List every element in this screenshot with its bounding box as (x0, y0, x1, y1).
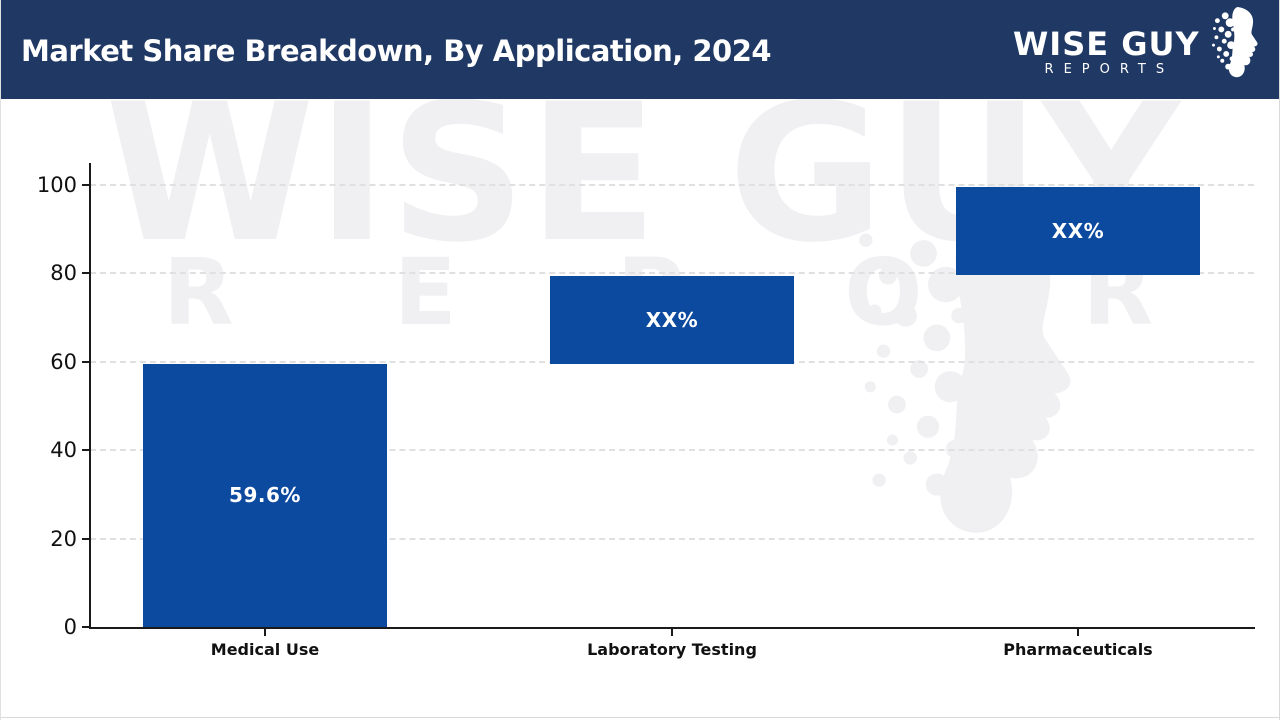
y-tick-label-40: 40 (50, 438, 77, 463)
x-tick-1 (671, 629, 673, 636)
y-tick-label-80: 80 (50, 261, 77, 286)
x-tick-2 (1077, 629, 1079, 636)
brand-logo: WISE GUY REPORTS (1013, 6, 1267, 94)
y-tick-label-20: 20 (50, 526, 77, 551)
logo-line1: WISE GUY (1013, 25, 1200, 63)
bar-medical-use: 59.6% (143, 363, 387, 627)
watermark-face-icon (859, 213, 1071, 533)
y-tick-20 (82, 537, 90, 540)
gridline-80 (90, 272, 1254, 275)
x-tick-0 (264, 629, 266, 636)
y-tick-100 (82, 184, 90, 186)
y-axis-line (89, 163, 91, 629)
logo-face-icon (1211, 6, 1258, 78)
page-bottom-rule (1, 717, 1279, 718)
y-tick-label-60: 60 (50, 349, 77, 374)
bar-value-label: XX% (1051, 218, 1105, 243)
gridline-40 (90, 449, 1254, 452)
y-tick-40 (82, 449, 90, 452)
chart-area: WISE GUY R E P O R T S 02040608010059.6%… (1, 63, 1279, 717)
y-tick-80 (82, 272, 90, 275)
gridline-20 (90, 537, 1254, 540)
x-category-label: Pharmaceuticals (1003, 640, 1153, 659)
header: Market Share Breakdown, By Application, … (1, 0, 1279, 99)
y-tick-60 (82, 360, 90, 363)
x-axis-line (89, 627, 1255, 629)
x-category-label: Laboratory Testing (587, 640, 757, 659)
y-tick-label-0: 0 (63, 615, 77, 639)
logo-wordmark: WISE GUY REPORTS (1013, 27, 1200, 77)
bar-pharmaceuticals: XX% (956, 186, 1200, 276)
page-title: Market Share Breakdown, By Application, … (21, 34, 772, 68)
y-tick-label-100: 100 (36, 173, 77, 197)
y-tick-0 (82, 626, 90, 628)
bar-value-label: XX% (645, 307, 699, 332)
logo-line2: REPORTS (1044, 62, 1175, 77)
gridline-100 (90, 184, 1254, 186)
bar-value-label: 59.6% (229, 483, 301, 508)
bar-laboratory-testing: XX% (550, 276, 794, 364)
x-category-label: Medical Use (210, 640, 320, 659)
